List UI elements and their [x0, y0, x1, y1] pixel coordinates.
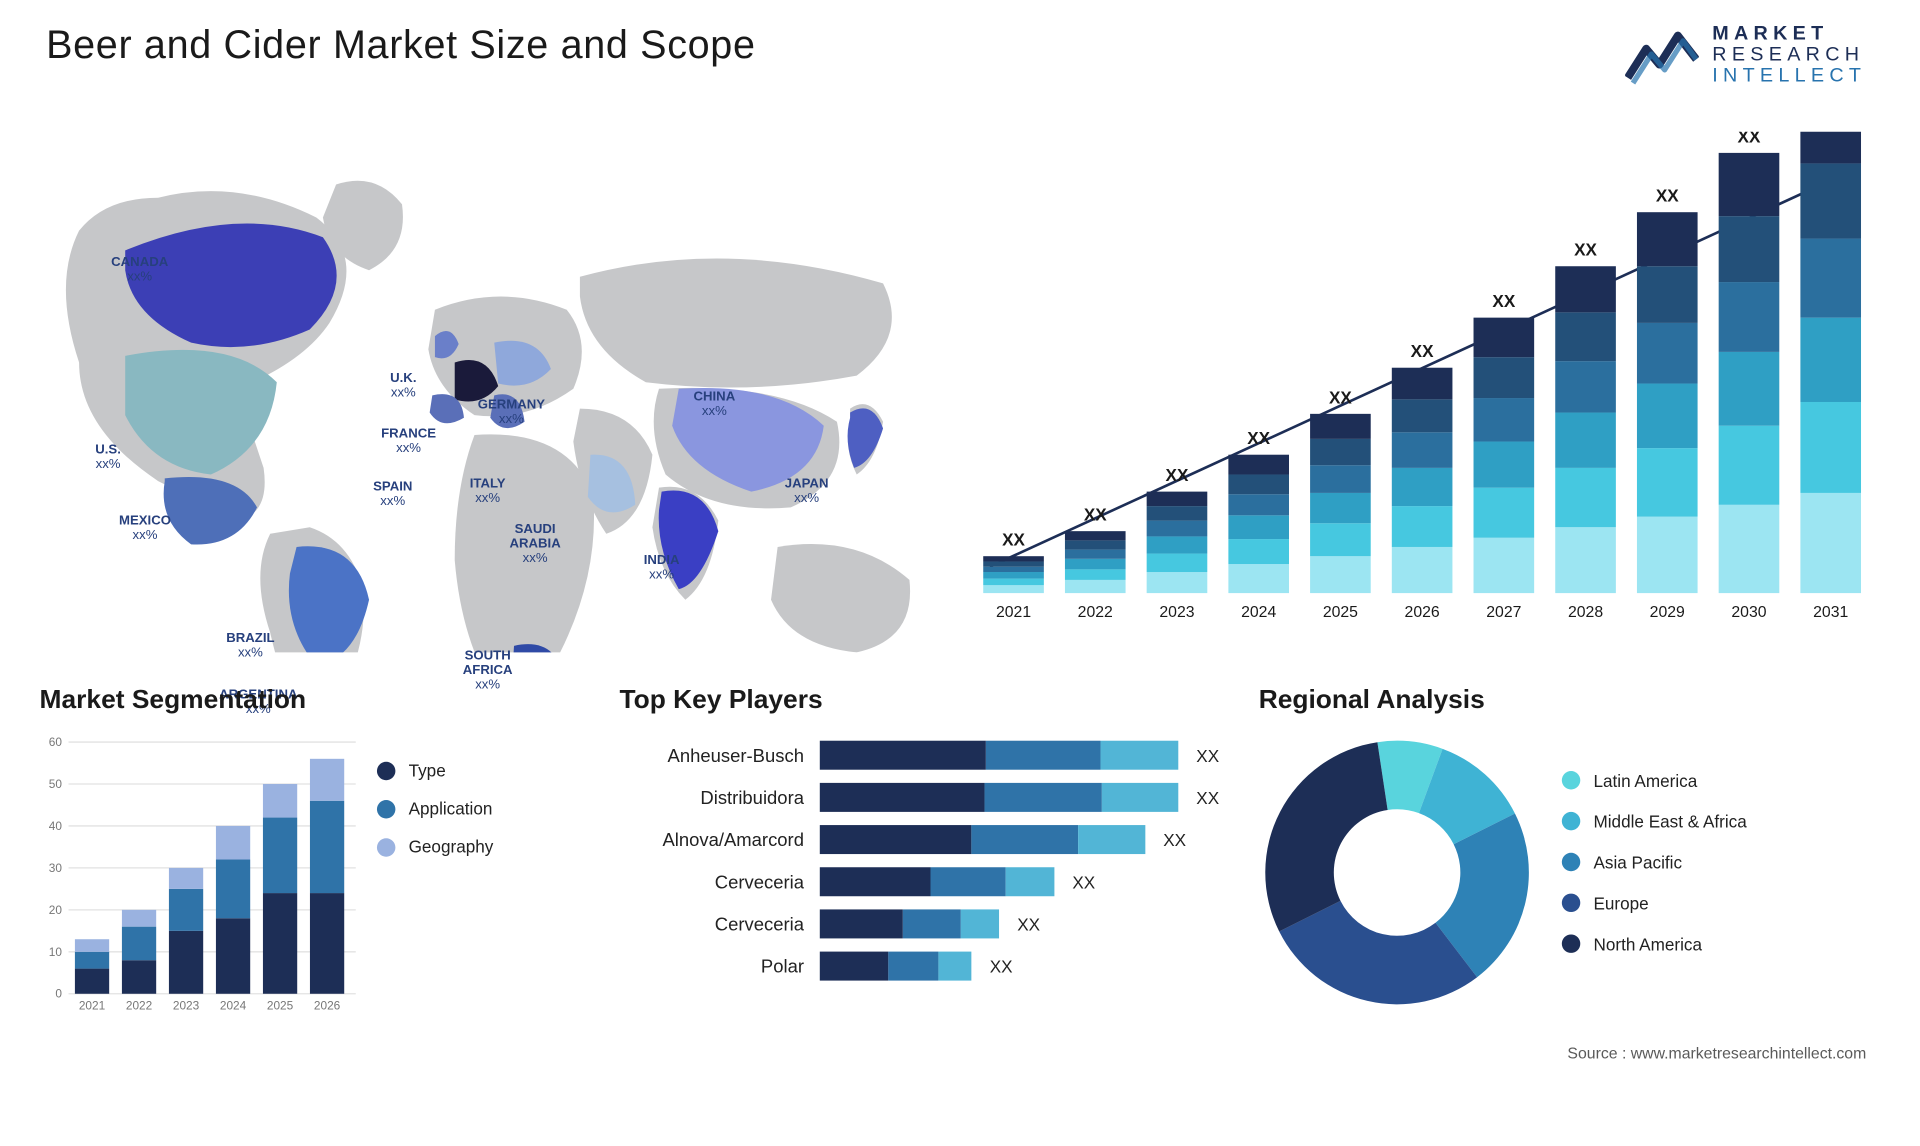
- regional-legend-item: Europe: [1562, 893, 1747, 913]
- map-label-u-s-: U.S.xx%: [95, 443, 121, 472]
- player-row: XX: [820, 861, 1219, 903]
- player-label: Alnova/Amarcord: [619, 818, 804, 860]
- map-label-japan: JAPANxx%: [785, 477, 829, 506]
- segmentation-legend-item: Type: [377, 760, 493, 780]
- svg-text:XX: XX: [1411, 341, 1434, 361]
- regional-panel: Regional Analysis Latin America Middle Ea…: [1259, 685, 1880, 1017]
- svg-text:2029: 2029: [1650, 604, 1685, 621]
- regional-title: Regional Analysis: [1259, 685, 1880, 715]
- regional-donut: [1259, 734, 1536, 1011]
- svg-text:2023: 2023: [1159, 604, 1194, 621]
- player-label: Distribuidora: [619, 776, 804, 818]
- svg-text:2022: 2022: [126, 999, 152, 1013]
- map-label-india: INDIAxx%: [644, 554, 680, 583]
- segmentation-title: Market Segmentation: [40, 685, 580, 715]
- world-map: CANADAxx%U.S.xx%MEXICOxx%BRAZILxx%ARGENT…: [40, 125, 936, 652]
- svg-text:20: 20: [49, 903, 63, 917]
- source-text: Source : www.marketresearchintellect.com: [1567, 1044, 1866, 1062]
- regional-legend: Latin America Middle East & Africa Asia Pa…: [1562, 770, 1747, 974]
- forecast-chart: XX 2021 XX 2022 XX 2023 XX 2024 XX 2025 XX 2026 XX 20…: [957, 132, 1866, 633]
- player-value: XX: [1072, 872, 1095, 892]
- map-label-u-k-: U.K.xx%: [390, 372, 416, 401]
- player-row: XX: [820, 945, 1219, 987]
- logo-line2: RESEARCH: [1712, 44, 1866, 65]
- logo-line1: MARKET: [1712, 24, 1866, 45]
- player-row: XX: [820, 903, 1219, 945]
- player-value: XX: [1163, 830, 1186, 850]
- svg-text:2023: 2023: [173, 999, 200, 1013]
- brand-logo: MARKET RESEARCH INTELLECT: [1625, 24, 1866, 86]
- svg-text:2026: 2026: [1405, 604, 1440, 621]
- logo-line3: INTELLECT: [1712, 65, 1866, 86]
- map-label-italy: ITALYxx%: [470, 477, 506, 506]
- player-value: XX: [990, 956, 1013, 976]
- svg-text:XX: XX: [1166, 465, 1189, 485]
- svg-text:30: 30: [49, 861, 63, 875]
- svg-text:2030: 2030: [1731, 604, 1766, 621]
- svg-text:XX: XX: [1656, 186, 1679, 206]
- map-label-mexico: MEXICOxx%: [119, 514, 171, 543]
- segmentation-legend: Type Application Geography: [377, 734, 493, 1017]
- player-label: Anheuser-Busch: [619, 734, 804, 776]
- map-label-china: CHINAxx%: [693, 390, 735, 419]
- svg-text:XX: XX: [1084, 505, 1107, 525]
- svg-text:XX: XX: [1329, 387, 1352, 407]
- players-labels: Anheuser-BuschDistribuidoraAlnova/Amarco…: [619, 734, 804, 987]
- segmentation-chart: 0 10 20 30 40 50 60 2021 2022 2023 2024 2025 2026: [40, 734, 356, 1017]
- svg-text:XX: XX: [1738, 132, 1761, 147]
- svg-text:2024: 2024: [220, 999, 247, 1013]
- map-label-canada: CANADAxx%: [111, 256, 168, 285]
- map-label-brazil: BRAZILxx%: [226, 631, 274, 660]
- page-title: Beer and Cider Market Size and Scope: [46, 24, 755, 69]
- map-label-germany: GERMANYxx%: [478, 398, 545, 427]
- svg-text:60: 60: [49, 735, 63, 749]
- svg-text:2027: 2027: [1486, 604, 1521, 621]
- map-label-spain: SPAINxx%: [373, 480, 412, 509]
- regional-legend-item: Middle East & Africa: [1562, 811, 1747, 831]
- players-panel: Top Key Players Anheuser-BuschDistribuid…: [619, 685, 1219, 1017]
- map-label-saudi-arabia: SAUDIARABIAxx%: [509, 523, 560, 566]
- logo-mark-icon: [1625, 25, 1699, 86]
- player-row: XX: [820, 776, 1219, 818]
- regional-legend-item: Asia Pacific: [1562, 852, 1747, 872]
- svg-text:0: 0: [55, 987, 62, 1001]
- svg-text:50: 50: [49, 777, 63, 791]
- segmentation-panel: Market Segmentation 0 10 20 30 40 50 60 2021 202…: [40, 685, 580, 1017]
- svg-text:2025: 2025: [1323, 604, 1358, 621]
- player-value: XX: [1196, 788, 1219, 808]
- svg-text:2022: 2022: [1078, 604, 1113, 621]
- segmentation-legend-item: Geography: [377, 837, 493, 857]
- regional-legend-item: Latin America: [1562, 770, 1747, 790]
- player-label: Cerveceria: [619, 861, 804, 903]
- player-label: Cerveceria: [619, 903, 804, 945]
- regional-legend-item: North America: [1562, 934, 1747, 954]
- world-map-svg: [40, 125, 936, 652]
- player-row: XX: [820, 818, 1219, 860]
- svg-text:XX: XX: [1574, 240, 1597, 260]
- svg-text:XX: XX: [1247, 428, 1270, 448]
- svg-text:2021: 2021: [996, 604, 1031, 621]
- player-value: XX: [1017, 914, 1040, 934]
- players-bars: XX XX XX XX XX XX: [820, 734, 1219, 987]
- map-label-france: FRANCExx%: [381, 427, 436, 456]
- svg-text:2021: 2021: [79, 999, 106, 1013]
- svg-text:XX: XX: [1492, 291, 1515, 311]
- svg-text:40: 40: [49, 819, 63, 833]
- svg-text:2025: 2025: [267, 999, 294, 1013]
- svg-text:2026: 2026: [314, 999, 341, 1013]
- svg-text:2031: 2031: [1813, 604, 1848, 621]
- player-label: Polar: [619, 945, 804, 987]
- segmentation-legend-item: Application: [377, 799, 493, 819]
- svg-text:XX: XX: [1002, 530, 1025, 550]
- svg-text:10: 10: [49, 945, 63, 959]
- svg-text:2024: 2024: [1241, 604, 1276, 621]
- player-row: XX: [820, 734, 1219, 776]
- players-title: Top Key Players: [619, 685, 1219, 715]
- player-value: XX: [1196, 745, 1219, 765]
- svg-text:2028: 2028: [1568, 604, 1603, 621]
